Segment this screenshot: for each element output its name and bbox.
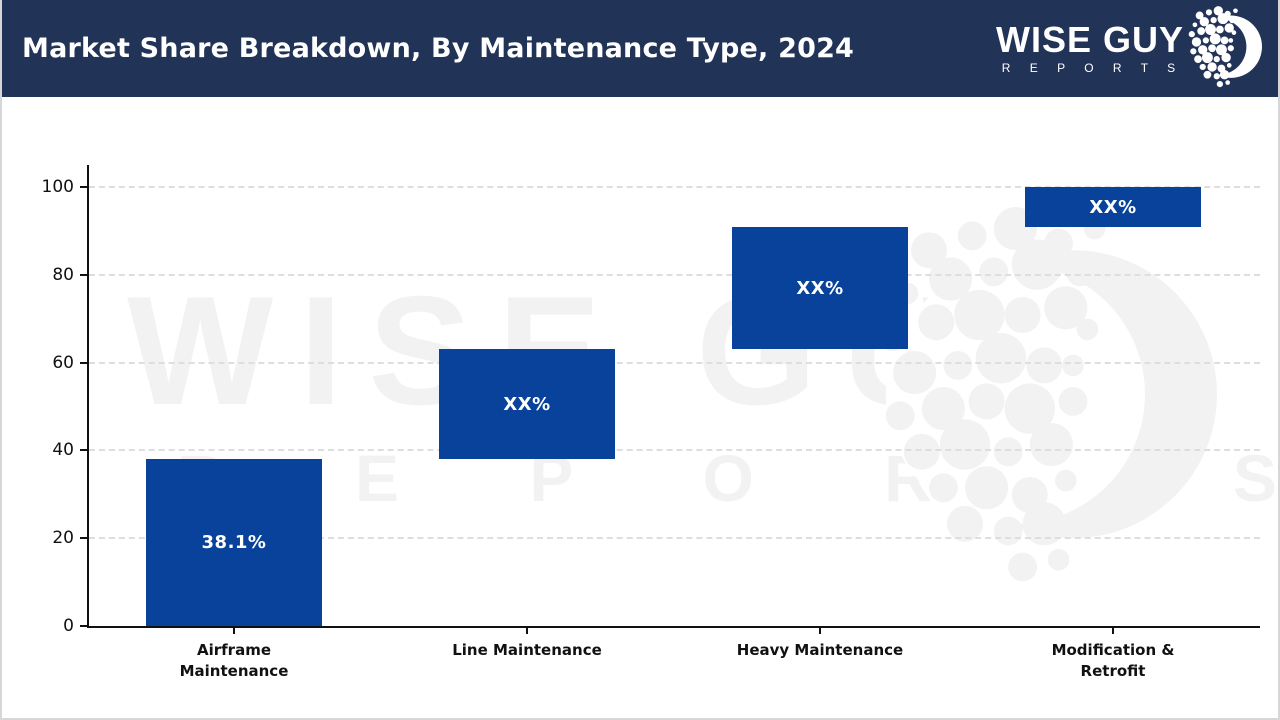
y-tick-label: 0: [63, 616, 74, 636]
brand-head-icon: [1188, 5, 1262, 87]
y-tick-mark: [80, 273, 87, 276]
gridline-20: [89, 537, 1260, 540]
watermark-head-icon: [878, 207, 1217, 582]
bar-segment: 38.1%: [146, 459, 322, 626]
bar-value-label: XX%: [1089, 196, 1137, 218]
category-label: Airframe Maintenance: [179, 641, 289, 680]
gridline-40: [89, 449, 1260, 452]
y-tick-label: 100: [41, 177, 74, 197]
y-tick-mark: [80, 537, 87, 540]
header-bar: Market Share Breakdown, By Maintenance T…: [2, 0, 1278, 97]
category-label: Modification & Retrofit: [1051, 641, 1175, 680]
gridline-60: [89, 361, 1260, 364]
gridline-80: [89, 273, 1260, 276]
bar-value-label: XX%: [503, 393, 551, 415]
y-tick-label: 60: [52, 352, 74, 373]
y-tick-label: 80: [52, 264, 74, 285]
brand-logo: WISE GUY R E P O R T S: [995, 5, 1262, 92]
bar-value-label: XX%: [796, 277, 844, 299]
y-tick-mark: [80, 625, 87, 627]
x-tick-mark: [526, 628, 528, 634]
y-axis-line: [87, 165, 89, 628]
gridline-100: [89, 186, 1260, 188]
category-label: Heavy Maintenance: [736, 641, 904, 659]
brand-name: WISE GUY: [995, 19, 1184, 60]
page-title: Market Share Breakdown, By Maintenance T…: [22, 33, 855, 64]
x-axis-line: [87, 626, 1260, 628]
y-tick-mark: [80, 449, 87, 452]
bar-value-label: 38.1%: [201, 532, 267, 553]
category-label: Line Maintenance: [452, 641, 602, 659]
y-tick-mark: [80, 186, 87, 188]
x-tick-mark: [233, 628, 235, 634]
x-tick-mark: [1112, 628, 1114, 634]
x-tick-mark: [819, 628, 821, 634]
y-tick-mark: [80, 361, 87, 364]
y-tick-label: 40: [52, 440, 74, 461]
brand-logo-text: WISE GUY R E P O R T S: [995, 19, 1184, 76]
bar-segment: XX%: [439, 349, 615, 459]
brand-subtitle: R E P O R T S: [1001, 61, 1184, 75]
y-tick-label: 20: [52, 528, 74, 549]
bar-segment: XX%: [732, 227, 908, 349]
bar-segment: XX%: [1025, 187, 1201, 227]
